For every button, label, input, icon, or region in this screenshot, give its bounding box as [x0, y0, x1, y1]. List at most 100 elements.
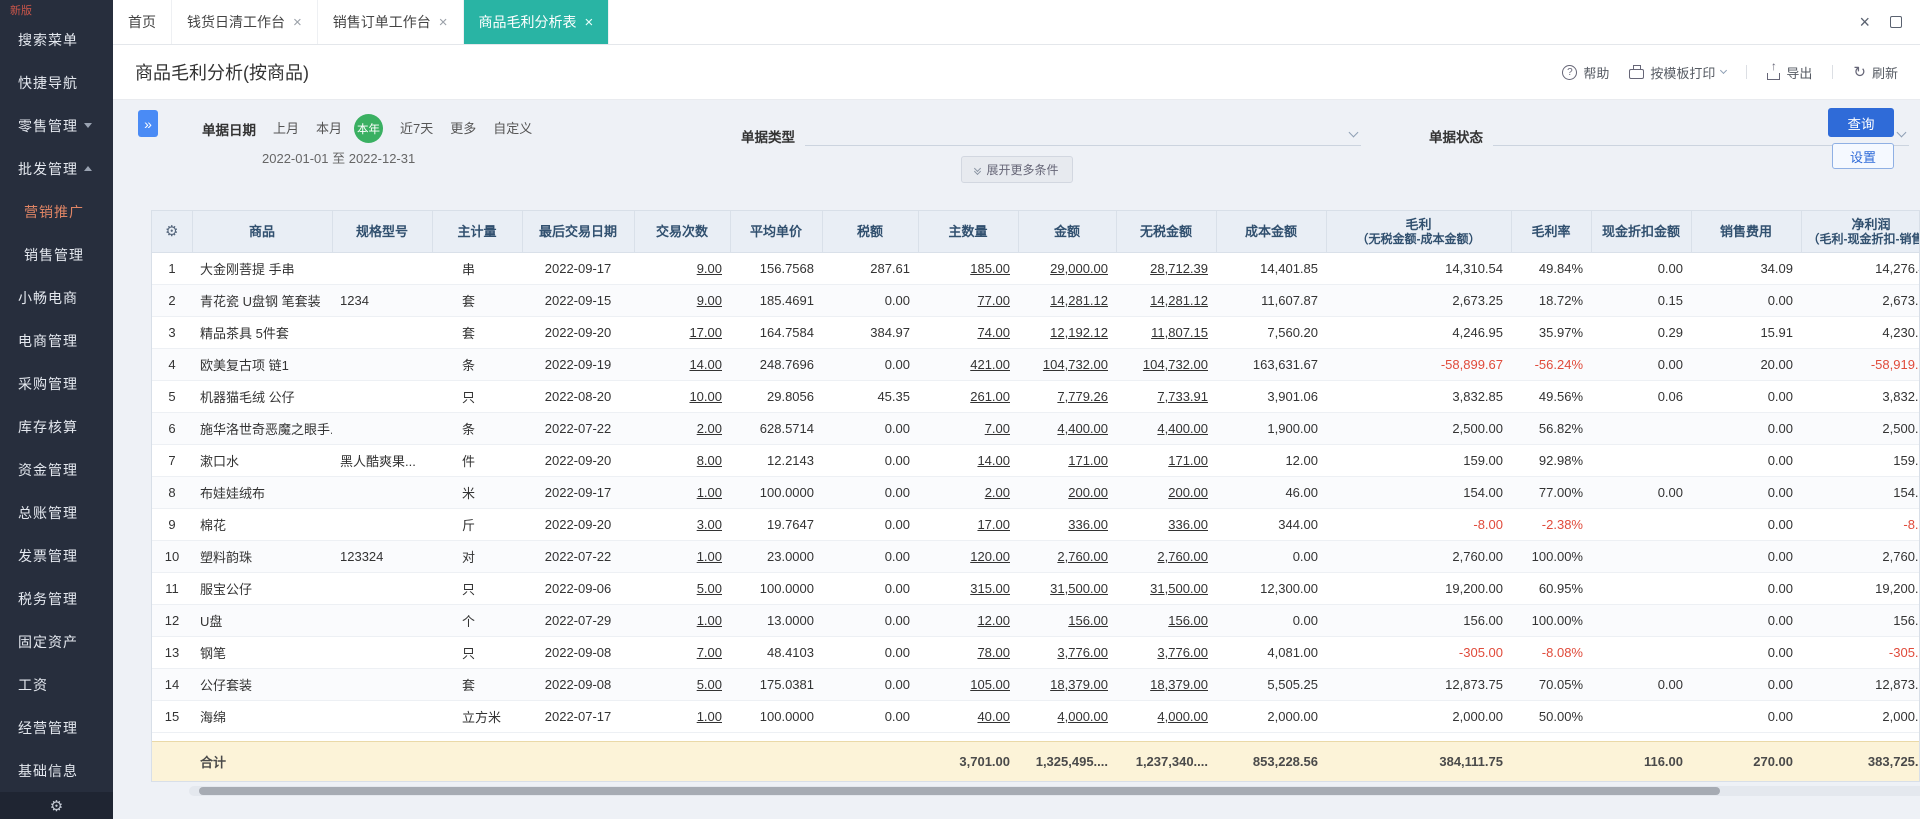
cell-qty[interactable]: 2.00: [918, 476, 1018, 509]
close-tab-icon[interactable]: ×: [438, 13, 448, 31]
cell-qty[interactable]: 261.00: [918, 380, 1018, 413]
cell-trade-count[interactable]: 3.00: [634, 508, 730, 541]
date-option-上月[interactable]: 上月: [273, 120, 300, 136]
cell-qty[interactable]: 105.00: [918, 668, 1018, 701]
cell-amount[interactable]: 14,281.12: [1018, 284, 1116, 317]
sidebar-item-采购管理[interactable]: 采购管理: [0, 362, 113, 405]
cell-amount[interactable]: 12,192.12: [1018, 316, 1116, 349]
cell-qty[interactable]: 17.00: [918, 508, 1018, 541]
sidebar-item-发票管理[interactable]: 发票管理: [0, 534, 113, 577]
cell-amount[interactable]: 29,000.00: [1018, 252, 1116, 285]
settings-button[interactable]: 设置: [1832, 143, 1894, 169]
cell-notax-amount[interactable]: 3,776.00: [1116, 636, 1216, 669]
date-option-本月[interactable]: 本月: [316, 120, 343, 136]
horizontal-scrollbar[interactable]: [189, 786, 1920, 796]
cell-trade-count[interactable]: 5.00: [634, 668, 730, 701]
cell-qty[interactable]: 315.00: [918, 572, 1018, 605]
date-option-更多[interactable]: 更多: [450, 120, 477, 136]
action-刷新[interactable]: ↻ 刷新: [1853, 63, 1898, 82]
cell-notax-amount[interactable]: 200.00: [1116, 476, 1216, 509]
cell-trade-count[interactable]: 14.00: [634, 348, 730, 381]
cell-qty[interactable]: 77.00: [918, 284, 1018, 317]
cell-amount[interactable]: 200.00: [1018, 476, 1116, 509]
sidebar-item-库存核算[interactable]: 库存核算: [0, 405, 113, 448]
cell-notax-amount[interactable]: 171.00: [1116, 444, 1216, 477]
search-button[interactable]: 查询: [1828, 108, 1894, 137]
sidebar-item-固定资产[interactable]: 固定资产: [0, 620, 113, 663]
sidebar-item-经营管理[interactable]: 经营管理: [0, 706, 113, 749]
cell-notax-amount[interactable]: 104,732.00: [1116, 348, 1216, 381]
cell-amount[interactable]: 2,760.00: [1018, 540, 1116, 573]
cell-amount[interactable]: 7,779.26: [1018, 380, 1116, 413]
cell-notax-amount[interactable]: 336.00: [1116, 508, 1216, 541]
date-option-本年[interactable]: 本年: [354, 114, 384, 143]
action-帮助[interactable]: ? 帮助: [1562, 63, 1609, 82]
doc-type-select[interactable]: [805, 122, 1361, 146]
cell-amount[interactable]: 171.00: [1018, 444, 1116, 477]
cell-amount[interactable]: 31,500.00: [1018, 572, 1116, 605]
cell-notax-amount[interactable]: 7,733.91: [1116, 380, 1216, 413]
sidebar-item-基础信息[interactable]: 基础信息: [0, 749, 113, 792]
tab-首页[interactable]: 首页: [113, 0, 172, 44]
sidebar-item-小畅电商[interactable]: 小畅电商: [0, 276, 113, 319]
cell-amount[interactable]: 336.00: [1018, 508, 1116, 541]
cell-trade-count[interactable]: 9.00: [634, 252, 730, 285]
cell-trade-count[interactable]: 5.00: [634, 572, 730, 605]
cell-trade-count[interactable]: 2.00: [634, 412, 730, 445]
tab-商品毛利分析表[interactable]: 商品毛利分析表 ×: [463, 0, 610, 44]
gear-icon[interactable]: ⚙: [49, 797, 64, 815]
cell-amount[interactable]: 4,000.00: [1018, 700, 1116, 733]
tab-销售订单工作台[interactable]: 销售订单工作台 ×: [318, 0, 464, 44]
cell-trade-count[interactable]: 9.00: [634, 284, 730, 317]
cell-qty[interactable]: 78.00: [918, 636, 1018, 669]
cell-amount[interactable]: 18,379.00: [1018, 668, 1116, 701]
cell-qty[interactable]: 40.00: [918, 700, 1018, 733]
action-导出[interactable]: 导出: [1767, 59, 1812, 82]
sidebar-item-销售管理[interactable]: 销售管理: [0, 233, 113, 276]
cell-amount[interactable]: 4,400.00: [1018, 412, 1116, 445]
cell-trade-count[interactable]: 1.00: [634, 604, 730, 637]
cell-trade-count[interactable]: 1.00: [634, 540, 730, 573]
cell-amount[interactable]: 156.00: [1018, 604, 1116, 637]
action-按模板打印[interactable]: 按模板打印: [1629, 63, 1728, 82]
sidebar-item-资金管理[interactable]: 资金管理: [0, 448, 113, 491]
cell-notax-amount[interactable]: 2,760.00: [1116, 540, 1216, 573]
cell-notax-amount[interactable]: 4,400.00: [1116, 412, 1216, 445]
sidebar-item-税务管理[interactable]: 税务管理: [0, 577, 113, 620]
cell-notax-amount[interactable]: 4,000.00: [1116, 700, 1216, 733]
cell-notax-amount[interactable]: 11,807.15: [1116, 316, 1216, 349]
date-option-自定义[interactable]: 自定义: [493, 120, 533, 136]
cell-trade-count[interactable]: 7.00: [634, 636, 730, 669]
sidebar-item-电商管理[interactable]: 电商管理: [0, 319, 113, 362]
cell-amount[interactable]: 3,776.00: [1018, 636, 1116, 669]
sidebar-item-营销推广[interactable]: 营销推广: [0, 190, 113, 233]
sidebar-item-批发管理[interactable]: 批发管理: [0, 147, 113, 190]
cell-qty[interactable]: 120.00: [918, 540, 1018, 573]
cell-qty[interactable]: 12.00: [918, 604, 1018, 637]
sidebar-item-总账管理[interactable]: 总账管理: [0, 491, 113, 534]
cell-notax-amount[interactable]: 18,379.00: [1116, 668, 1216, 701]
close-tab-icon[interactable]: ×: [584, 13, 594, 31]
sidebar-item-工资[interactable]: 工资: [0, 663, 113, 706]
column-settings-button[interactable]: ⚙: [152, 211, 193, 253]
scrollbar-thumb[interactable]: [199, 787, 1721, 795]
cell-trade-count[interactable]: 1.00: [634, 476, 730, 509]
cell-trade-count[interactable]: 1.00: [634, 700, 730, 733]
cell-notax-amount[interactable]: 28,712.39: [1116, 252, 1216, 285]
cell-qty[interactable]: 74.00: [918, 316, 1018, 349]
cell-trade-count[interactable]: 8.00: [634, 444, 730, 477]
fullscreen-icon[interactable]: [1890, 16, 1902, 28]
cell-notax-amount[interactable]: 31,500.00: [1116, 572, 1216, 605]
cell-trade-count[interactable]: 17.00: [634, 316, 730, 349]
cell-notax-amount[interactable]: 14,281.12: [1116, 284, 1216, 317]
sidebar-item-搜索菜单[interactable]: 搜索菜单: [0, 18, 113, 61]
sidebar-item-快捷导航[interactable]: 快捷导航: [0, 61, 113, 104]
cell-qty[interactable]: 7.00: [918, 412, 1018, 445]
sidebar-item-零售管理[interactable]: 零售管理: [0, 104, 113, 147]
doc-status-select[interactable]: [1493, 122, 1909, 146]
tab-钱货日清工作台[interactable]: 钱货日清工作台 ×: [172, 0, 318, 44]
date-range-value[interactable]: 2022-01-01 至 2022-12-31: [262, 151, 416, 166]
date-option-近7天[interactable]: 近7天: [400, 120, 434, 136]
cell-qty[interactable]: 185.00: [918, 252, 1018, 285]
collapse-filter-button[interactable]: »: [138, 110, 158, 137]
